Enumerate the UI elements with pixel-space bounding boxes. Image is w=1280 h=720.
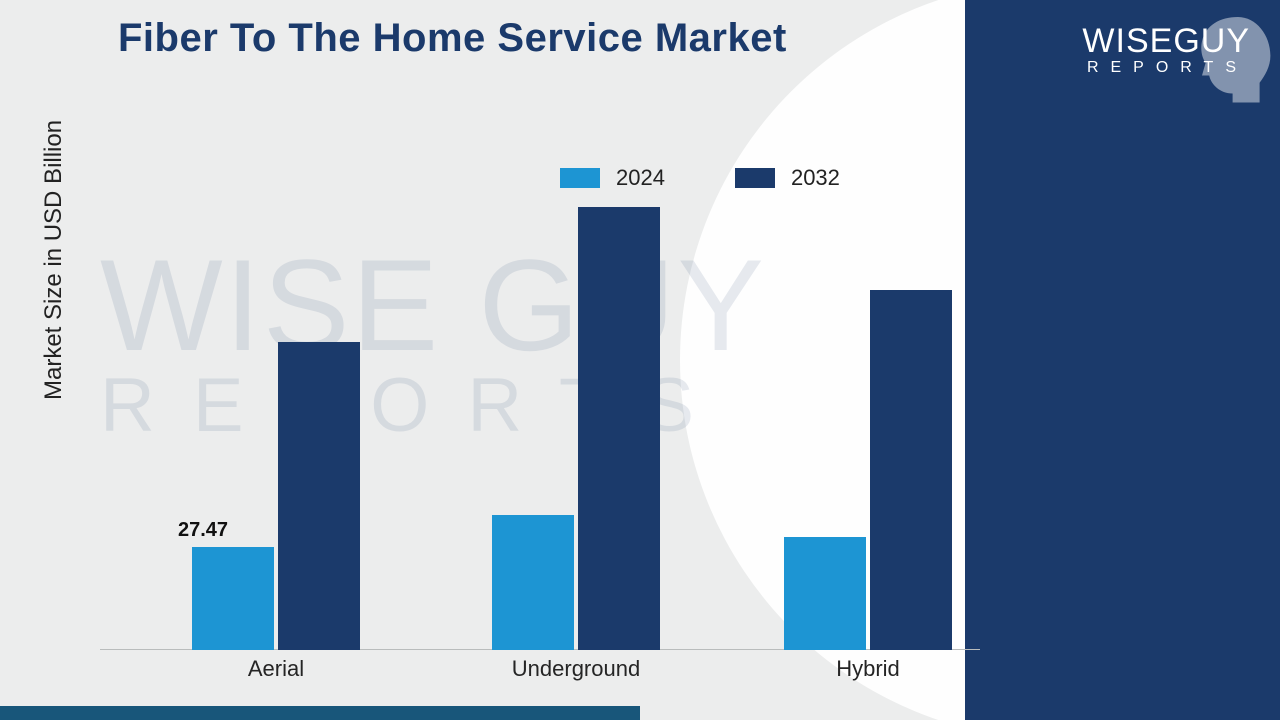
chart-canvas: WISE GUY REPORTS Fiber To The Home Servi… [0,0,1280,720]
brand-line1: WISEGUY [1082,22,1250,61]
chart-plot-area: Aerial 27.47 Underground Hybrid [100,200,980,650]
bar-aerial-2032 [278,342,360,650]
footer-stripe [0,706,640,720]
legend-item-2024: 2024 [560,165,665,191]
category-label-aerial: Aerial [156,650,396,682]
bar-aerial-2024 [192,547,274,650]
brand-logo: WISEGUY REPORTS [1082,22,1250,77]
category-label-hybrid: Hybrid [748,650,988,682]
data-label-aerial-2024: 27.47 [143,519,263,542]
category-label-underground: Underground [456,650,696,682]
legend-label-2024: 2024 [616,165,665,191]
legend-swatch-2024 [560,168,600,188]
brand-line2: REPORTS [1082,59,1250,77]
legend-label-2032: 2032 [791,165,840,191]
legend-item-2032: 2032 [735,165,840,191]
brand-word-guy: GUY [1173,22,1250,60]
brand-word-wise: WISE [1082,22,1173,60]
chart-title: Fiber To The Home Service Market [118,16,787,61]
legend-swatch-2032 [735,168,775,188]
bar-underground-2032 [578,207,660,650]
legend: 2024 2032 [560,165,840,191]
y-axis-label: Market Size in USD Billion [40,120,68,400]
bar-underground-2024 [492,515,574,650]
bar-hybrid-2024 [784,537,866,650]
bar-hybrid-2032 [870,290,952,650]
